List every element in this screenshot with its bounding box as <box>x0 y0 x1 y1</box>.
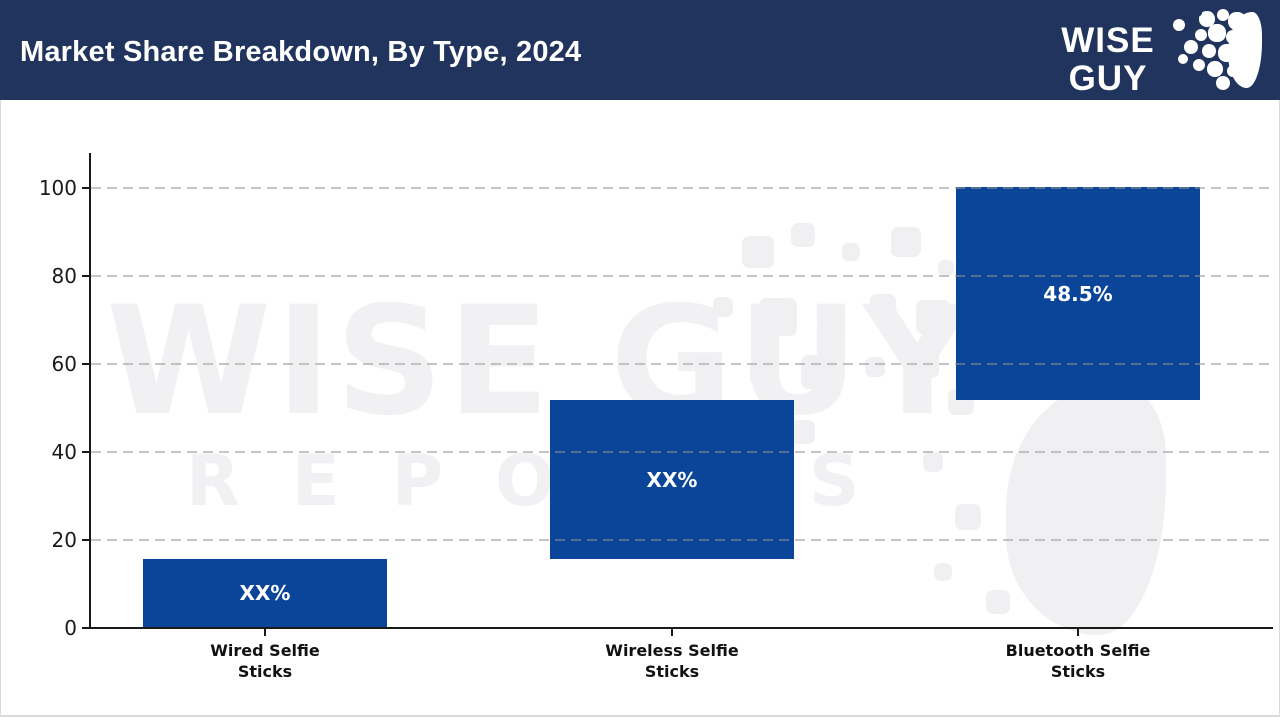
gridline <box>91 539 1273 541</box>
y-tick-label: 0 <box>64 616 77 640</box>
bar-value-label: 48.5% <box>1043 281 1113 306</box>
logo-face-profile-icon <box>1228 12 1262 88</box>
y-tick-label: 80 <box>51 264 77 288</box>
x-tick-mark <box>1077 629 1079 636</box>
bar-value-label: XX% <box>646 467 698 492</box>
y-tick-mark <box>82 187 89 189</box>
bar <box>550 400 794 559</box>
bar <box>143 558 387 627</box>
y-tick-label: 60 <box>51 352 77 376</box>
y-tick-mark <box>82 627 89 629</box>
x-tick-mark <box>671 629 673 636</box>
header-bar: Market Share Breakdown, By Type, 2024 WI… <box>0 0 1280 115</box>
gridline <box>91 363 1273 365</box>
y-tick-label: 20 <box>51 528 77 552</box>
y-tick-mark <box>82 275 89 277</box>
y-tick-label: 100 <box>38 176 77 200</box>
brand-logo: WISE GUY REPORTS <box>1022 6 1262 115</box>
y-axis <box>89 153 91 629</box>
gridline <box>91 275 1273 277</box>
logo-wordmark-line1: WISE GUY <box>1061 21 1155 98</box>
y-tick-mark <box>82 363 89 365</box>
y-tick-mark <box>82 539 89 541</box>
x-tick-label: Wired Selfie Sticks <box>210 641 320 681</box>
chart-canvas: WISE GUY REPORTS 0 20 40 60 80 100 XX% Wired Se… <box>0 100 1280 717</box>
x-tick-label: Bluetooth Selfie Sticks <box>1005 641 1151 681</box>
logo-face-dots-icon <box>1196 10 1202 16</box>
bar-value-label: XX% <box>239 580 291 605</box>
plot-area: 0 20 40 60 80 100 XX% Wired Selfie Sticks XX% Wire… <box>1 100 1280 717</box>
x-tick-mark <box>264 629 266 636</box>
gridline <box>91 187 1273 189</box>
logo-face-icon <box>1196 10 1262 92</box>
watermark-face-profile-icon <box>1006 385 1166 635</box>
y-tick-label: 40 <box>51 440 77 464</box>
watermark-text: WISE GUY <box>106 275 976 449</box>
gridline <box>91 451 1273 453</box>
chart-title: Market Share Breakdown, By Type, 2024 <box>20 35 582 68</box>
x-tick-label: Wireless Selfie Sticks <box>605 641 739 681</box>
x-axis <box>89 627 1273 629</box>
y-tick-mark <box>82 451 89 453</box>
